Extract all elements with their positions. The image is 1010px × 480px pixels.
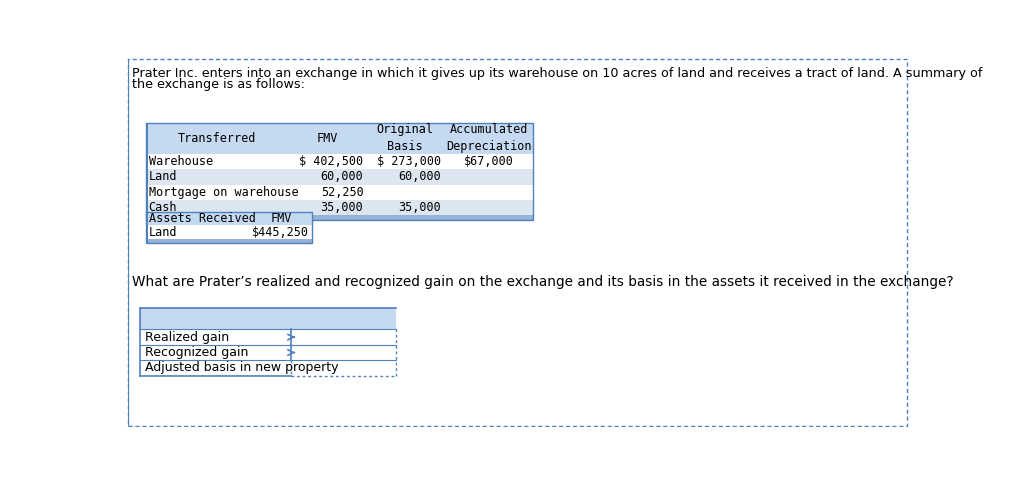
Bar xyxy=(145,212,312,243)
Bar xyxy=(145,123,533,220)
Text: Land: Land xyxy=(148,170,177,183)
Text: Mortgage on warehouse: Mortgage on warehouse xyxy=(148,186,298,199)
Text: 60,000: 60,000 xyxy=(320,170,364,183)
Text: Cash: Cash xyxy=(148,201,177,214)
Bar xyxy=(145,185,533,200)
Bar xyxy=(145,200,533,216)
Bar xyxy=(145,123,533,154)
Bar xyxy=(145,215,533,220)
Text: FMV: FMV xyxy=(317,132,338,145)
Text: Original
Basis: Original Basis xyxy=(377,123,433,154)
Text: Realized gain: Realized gain xyxy=(144,331,229,344)
Text: Prater Inc. enters into an exchange in which it gives up its warehouse on 10 acr: Prater Inc. enters into an exchange in w… xyxy=(132,67,983,80)
Text: Assets Received: Assets Received xyxy=(148,212,256,225)
Text: 35,000: 35,000 xyxy=(320,201,364,214)
Text: $ 402,500: $ 402,500 xyxy=(299,155,364,168)
Bar xyxy=(145,169,533,185)
Bar xyxy=(145,240,312,243)
Text: What are Prater’s realized and recognized gain on the exchange and its basis in : What are Prater’s realized and recognize… xyxy=(132,275,954,289)
Text: 60,000: 60,000 xyxy=(398,170,441,183)
Text: Adjusted basis in new property: Adjusted basis in new property xyxy=(144,361,338,374)
Text: 52,250: 52,250 xyxy=(320,186,364,199)
Text: Warehouse: Warehouse xyxy=(148,155,213,168)
Text: the exchange is as follows:: the exchange is as follows: xyxy=(132,78,305,91)
Bar xyxy=(145,226,312,240)
Bar xyxy=(128,59,129,426)
Text: FMV: FMV xyxy=(271,212,292,225)
Text: Accumulated
Depreciation: Accumulated Depreciation xyxy=(445,123,531,154)
Text: 35,000: 35,000 xyxy=(398,201,441,214)
Text: $445,250: $445,250 xyxy=(252,226,309,239)
Bar xyxy=(145,212,147,243)
Bar xyxy=(291,360,396,376)
Bar xyxy=(140,345,291,360)
Text: $ 273,000: $ 273,000 xyxy=(377,155,441,168)
Text: $67,000: $67,000 xyxy=(464,155,513,168)
Bar xyxy=(145,154,533,169)
Bar xyxy=(140,308,396,329)
Bar xyxy=(145,123,147,220)
Bar xyxy=(145,212,312,226)
Bar xyxy=(291,329,396,345)
Text: Transferred: Transferred xyxy=(178,132,257,145)
Text: Land: Land xyxy=(148,226,177,239)
Text: Recognized gain: Recognized gain xyxy=(144,346,248,359)
Bar xyxy=(291,345,396,360)
Bar xyxy=(140,329,291,345)
Bar xyxy=(140,360,291,376)
